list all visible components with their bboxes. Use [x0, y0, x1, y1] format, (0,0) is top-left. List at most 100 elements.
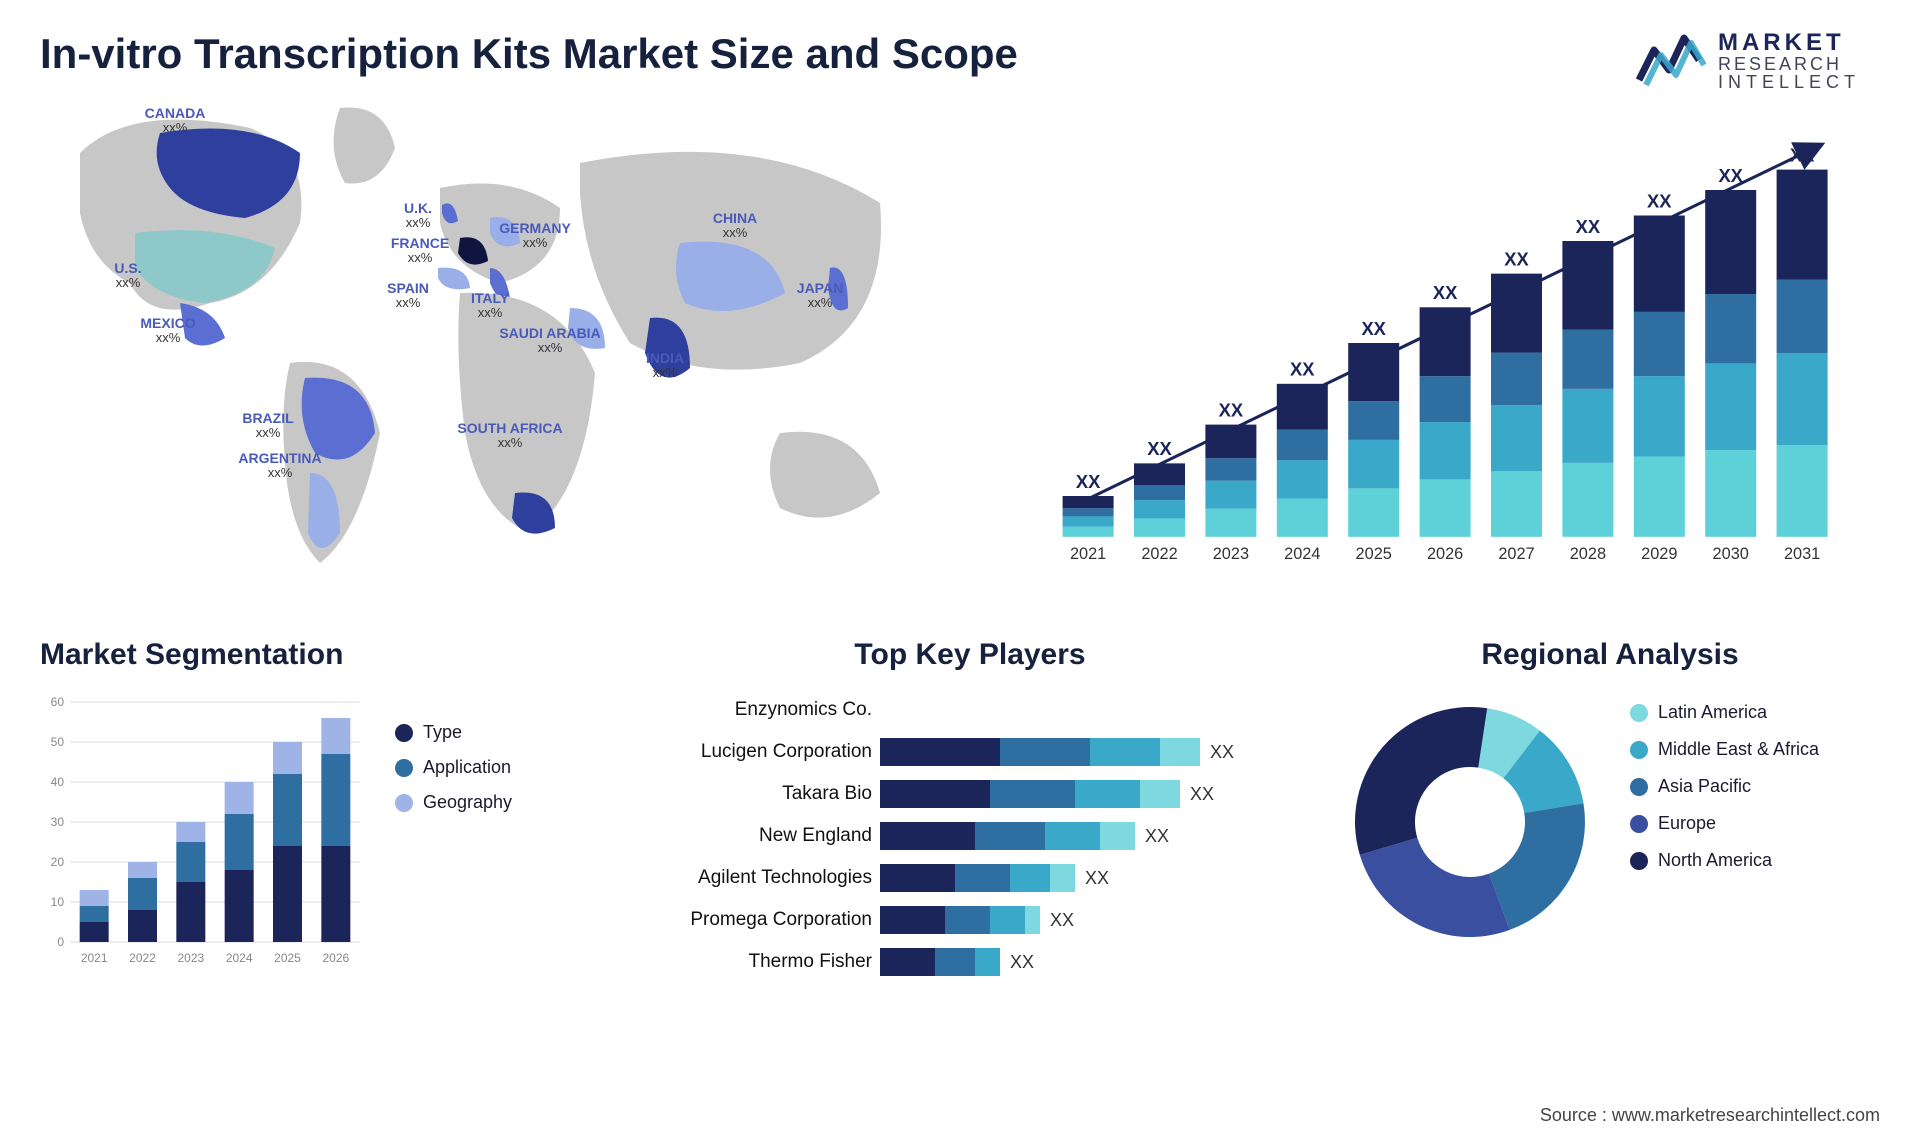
growth-year: 2029 [1641, 545, 1677, 563]
legend-dot [395, 794, 413, 812]
map-label: BRAZIL [242, 410, 294, 426]
growth-year: 2023 [1213, 545, 1249, 563]
growth-year: 2021 [1070, 545, 1106, 563]
player-name: Promega Corporation [650, 909, 880, 931]
growth-year: 2024 [1284, 545, 1320, 563]
growth-value: XX [1219, 399, 1244, 420]
player-bar [880, 948, 1000, 976]
svg-text:20: 20 [51, 855, 65, 869]
logo-icon [1634, 30, 1706, 92]
map-label-pct: xx% [523, 235, 548, 250]
growth-value: XX [1147, 438, 1172, 459]
player-name: Enzynomics Co. [650, 699, 880, 721]
players-title: Top Key Players [650, 638, 1290, 672]
map-label: SPAIN [387, 280, 429, 296]
legend-dot [1630, 778, 1648, 796]
player-bar [880, 822, 1135, 850]
legend-label: Type [423, 722, 462, 743]
map-label: SOUTH AFRICA [457, 420, 562, 436]
map-label-pct: xx% [116, 275, 141, 290]
svg-text:30: 30 [51, 815, 65, 829]
player-value: XX [1190, 784, 1214, 805]
growth-value: XX [1361, 318, 1386, 339]
player-bar [880, 738, 1200, 766]
growth-year: 2030 [1713, 545, 1749, 563]
player-row: Agilent TechnologiesXX [650, 860, 1290, 896]
segmentation-panel: Market Segmentation 01020304050602021202… [40, 638, 600, 980]
legend-dot [395, 759, 413, 777]
growth-year: 2031 [1784, 545, 1820, 563]
map-label: GERMANY [499, 220, 571, 236]
regional-title: Regional Analysis [1340, 638, 1880, 672]
map-label: FRANCE [391, 235, 449, 251]
map-label: INDIA [646, 350, 684, 366]
growth-chart: XX 2021 XX 2022 XX 2023 XX 2024 XX 2025 XX 2026 XX 20… [1000, 88, 1880, 598]
map-label-pct: xx% [256, 425, 281, 440]
svg-text:2023: 2023 [177, 951, 204, 965]
legend-label: Latin America [1658, 702, 1767, 723]
svg-text:2025: 2025 [274, 951, 301, 965]
legend-label: Asia Pacific [1658, 776, 1751, 797]
growth-year: 2025 [1356, 545, 1392, 563]
segmentation-legend: Type Application Geography [395, 722, 512, 972]
growth-year: 2026 [1427, 545, 1463, 563]
legend-dot [1630, 815, 1648, 833]
map-label-pct: xx% [808, 295, 833, 310]
logo-line2: RESEARCH [1718, 55, 1860, 73]
seg-legend-item: Type [395, 722, 512, 743]
map-label: U.K. [404, 200, 432, 216]
map-label-pct: xx% [653, 365, 678, 380]
player-value: XX [1145, 826, 1169, 847]
player-bar [880, 906, 1040, 934]
map-label: CANADA [145, 105, 206, 121]
legend-dot [395, 724, 413, 742]
growth-value: XX [1290, 359, 1315, 380]
map-label-pct: xx% [396, 295, 421, 310]
legend-label: Application [423, 757, 511, 778]
regional-panel: Regional Analysis Latin America Middle Ea… [1340, 638, 1880, 980]
map-label-pct: xx% [406, 215, 431, 230]
player-row: Thermo FisherXX [650, 944, 1290, 980]
legend-dot [1630, 704, 1648, 722]
regional-donut [1340, 692, 1600, 952]
legend-label: Middle East & Africa [1658, 739, 1819, 760]
svg-text:2024: 2024 [226, 951, 253, 965]
svg-text:2022: 2022 [129, 951, 156, 965]
logo-line1: MARKET [1718, 31, 1860, 55]
regional-legend: Latin America Middle East & Africa Asia Pa… [1630, 702, 1819, 871]
svg-text:60: 60 [51, 695, 65, 709]
map-label-pct: xx% [408, 250, 433, 265]
map-label-pct: xx% [156, 330, 181, 345]
player-row: Takara BioXX [650, 776, 1290, 812]
player-name: New England [650, 825, 880, 847]
player-row: New England XX [650, 818, 1290, 854]
map-label-pct: xx% [498, 435, 523, 450]
map-label-pct: xx% [163, 120, 188, 135]
growth-value: XX [1504, 248, 1529, 269]
map-label: SAUDI ARABIA [499, 325, 600, 341]
player-bar [880, 780, 1180, 808]
page-title: In-vitro Transcription Kits Market Size … [40, 30, 1880, 78]
player-row: Promega Corporation XX [650, 902, 1290, 938]
growth-value: XX [1076, 471, 1101, 492]
growth-year: 2027 [1498, 545, 1534, 563]
growth-year: 2028 [1570, 545, 1606, 563]
svg-text:0: 0 [57, 935, 64, 949]
player-value: XX [1050, 910, 1074, 931]
growth-year: 2022 [1141, 545, 1177, 563]
regional-legend-item: Latin America [1630, 702, 1819, 723]
growth-value: XX [1718, 165, 1743, 186]
svg-text:2026: 2026 [322, 951, 349, 965]
map-label: JAPAN [797, 280, 843, 296]
segmentation-title: Market Segmentation [40, 638, 600, 672]
seg-legend-item: Geography [395, 792, 512, 813]
map-label: ITALY [471, 290, 510, 306]
map-label-pct: xx% [538, 340, 563, 355]
legend-dot [1630, 852, 1648, 870]
map-label: U.S. [114, 260, 141, 276]
legend-label: North America [1658, 850, 1772, 871]
player-name: Thermo Fisher [650, 951, 880, 973]
brand-logo: MARKET RESEARCH INTELLECT [1634, 30, 1860, 92]
player-row: Enzynomics Co. [650, 692, 1290, 728]
svg-text:2021: 2021 [81, 951, 108, 965]
